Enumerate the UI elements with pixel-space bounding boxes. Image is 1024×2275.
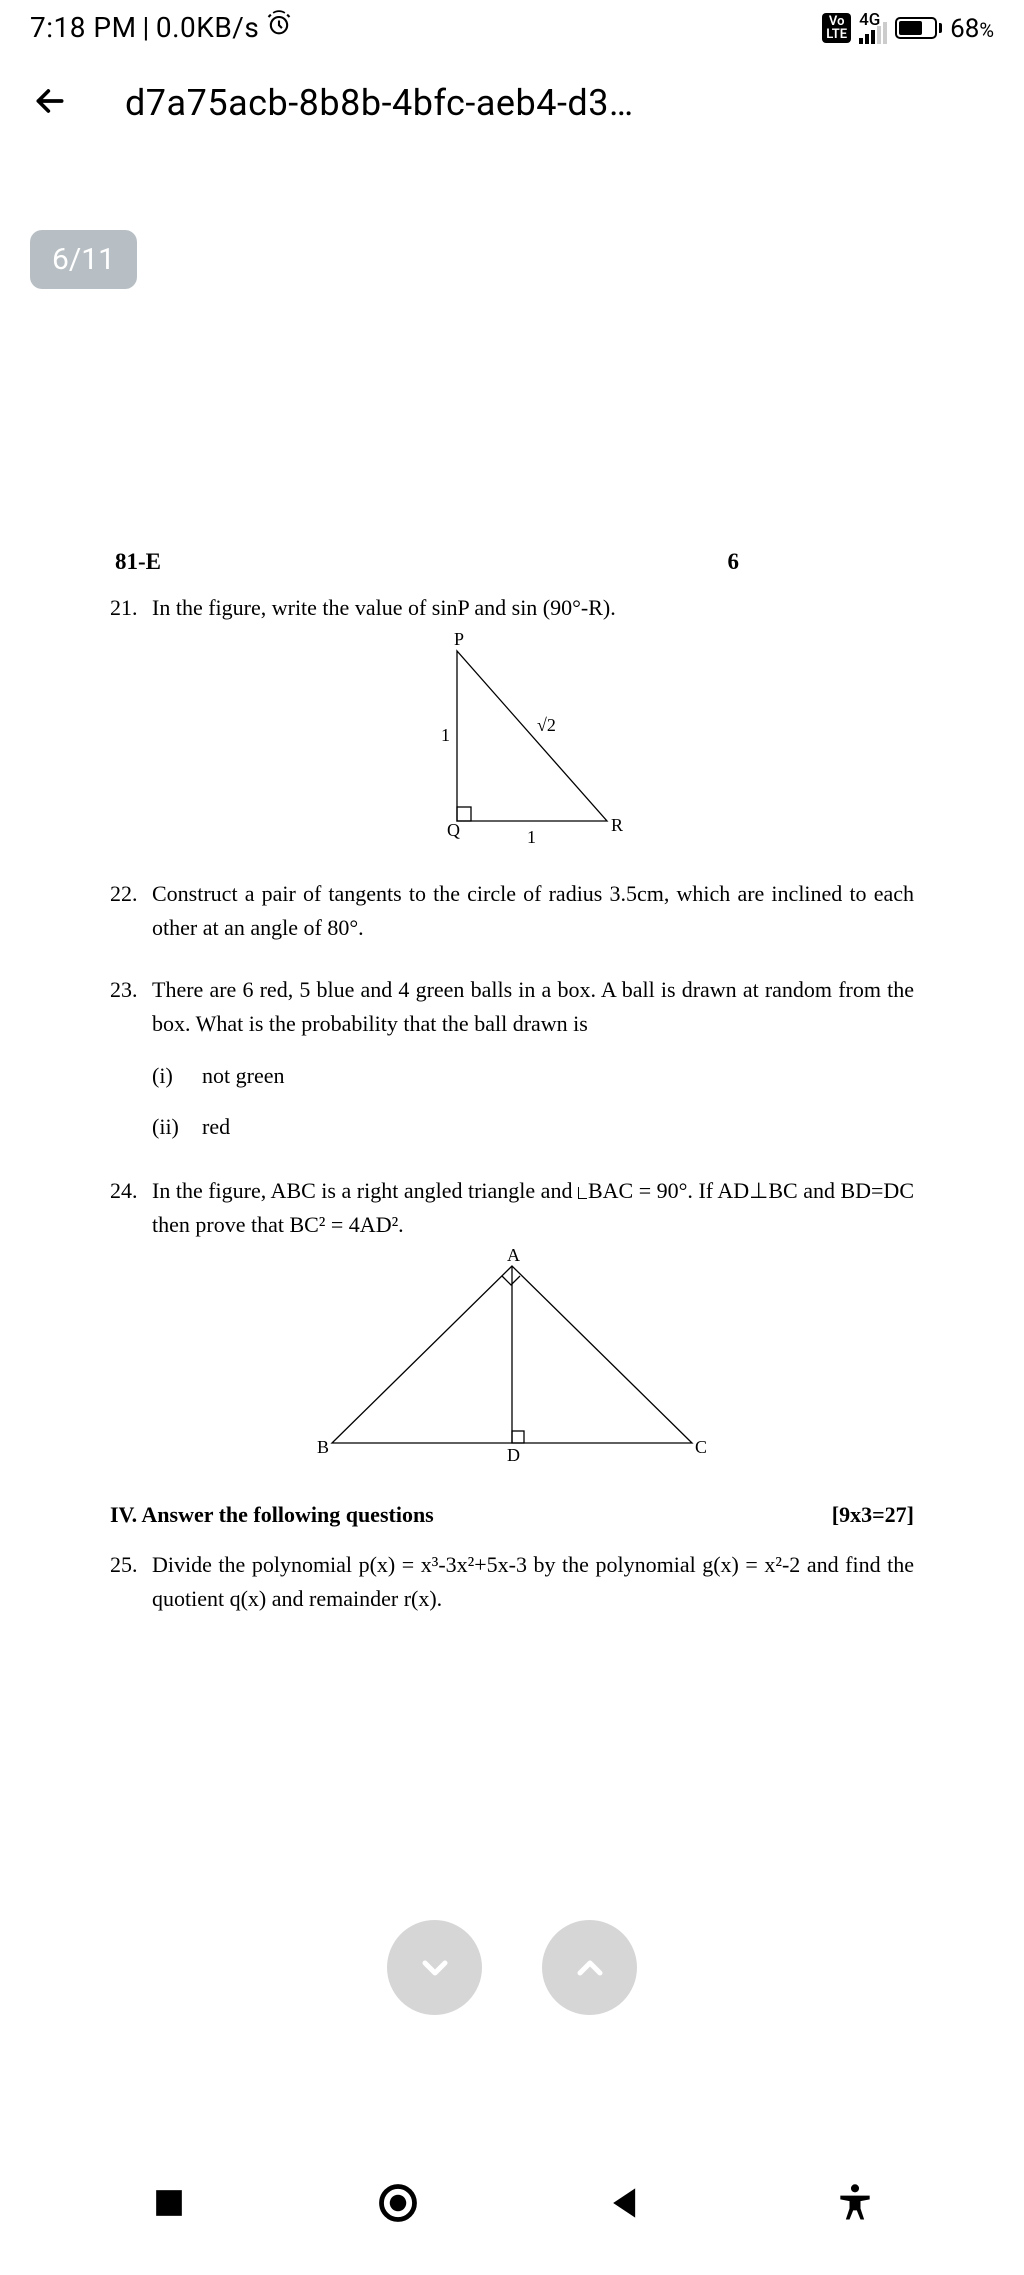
q23-text: There are 6 red, 5 blue and 4 green ball…: [152, 973, 914, 1041]
nav-home-button[interactable]: [376, 2181, 420, 2229]
q21-text: In the figure, write the value of sinP a…: [152, 591, 914, 625]
page-nav-buttons: [0, 1920, 1024, 2015]
svg-text:√2: √2: [537, 715, 556, 735]
exam-code: 81-E: [115, 549, 161, 575]
q21-number: 21.: [110, 591, 152, 625]
status-right: Vo LTE 4G 68%: [822, 11, 994, 44]
svg-text:A: A: [507, 1248, 520, 1265]
question-22: 22. Construct a pair of tangents to the …: [110, 877, 914, 945]
battery-pct-value: 68: [950, 14, 979, 44]
battery-percentage: 68%: [950, 11, 994, 44]
svg-text:B: B: [317, 1437, 329, 1457]
doc-header: 81-E 6: [110, 549, 914, 575]
doc-page-number: 6: [728, 549, 740, 575]
svg-text:R: R: [611, 815, 623, 835]
q24-bac: BAC: [588, 1178, 633, 1203]
q23-i-text: not green: [202, 1059, 284, 1093]
svg-text:1: 1: [527, 827, 536, 847]
q24-text-a: In the figure, ABC is a right angled tri…: [152, 1178, 578, 1203]
q25-text: Divide the polynomial p(x) = x³-3x²+5x-3…: [152, 1548, 914, 1616]
q23-ii-num: (ii): [152, 1110, 202, 1144]
question-21: 21. In the figure, write the value of si…: [110, 591, 914, 861]
volte-badge: Vo LTE: [822, 13, 851, 43]
svg-text:1: 1: [441, 725, 450, 745]
svg-text:D: D: [507, 1445, 520, 1465]
question-23: 23. There are 6 red, 5 blue and 4 green …: [110, 973, 914, 1143]
status-time: 7:18 PM: [30, 11, 137, 44]
q24-triangle-diagram: A B C D: [302, 1248, 722, 1468]
section-iv-marks: [9x3=27]: [832, 1502, 914, 1528]
back-button[interactable]: [30, 81, 70, 125]
battery-icon: [895, 17, 942, 39]
system-nav-bar: [0, 2135, 1024, 2275]
q21-triangle-diagram: P Q R 1 1 √2: [397, 631, 627, 861]
q23-option-ii: (ii) red: [110, 1110, 914, 1144]
q24-number: 24.: [110, 1174, 152, 1242]
nav-accessibility-button[interactable]: [833, 2181, 877, 2229]
q25-number: 25.: [110, 1548, 152, 1616]
document-page: 81-E 6 21. In the figure, write the valu…: [0, 289, 1024, 1616]
page-down-button[interactable]: [387, 1920, 482, 2015]
page-up-button[interactable]: [542, 1920, 637, 2015]
svg-text:Q: Q: [447, 820, 460, 840]
network-indicator: 4G: [859, 12, 887, 44]
question-24: 24. In the figure, ABC is a right angled…: [110, 1174, 914, 1468]
section-iv-header: IV. Answer the following questions [9x3=…: [110, 1502, 914, 1528]
alarm-icon: [265, 10, 293, 45]
svg-text:P: P: [454, 631, 464, 649]
status-separator: |: [143, 11, 150, 44]
signal-bars-icon: [859, 29, 887, 44]
status-left: 7:18 PM | 0.0KB/s: [30, 10, 293, 45]
percent-sign: %: [979, 18, 994, 42]
battery-fill: [899, 21, 922, 35]
angle-symbol: [578, 1187, 587, 1199]
nav-recent-button[interactable]: [147, 2181, 191, 2229]
document-title: d7a75acb-8b8b-4bfc-aeb4-d3…: [125, 82, 634, 124]
page-indicator-badge: 6/11: [30, 230, 137, 289]
nav-back-button[interactable]: [604, 2181, 648, 2229]
question-25: 25. Divide the polynomial p(x) = x³-3x²+…: [110, 1548, 914, 1616]
app-header: d7a75acb-8b8b-4bfc-aeb4-d3…: [0, 55, 1024, 150]
status-speed: 0.0KB/s: [156, 11, 259, 44]
q24-text: In the figure, ABC is a right angled tri…: [152, 1174, 914, 1242]
status-bar: 7:18 PM | 0.0KB/s Vo LTE 4G 68%: [0, 0, 1024, 55]
q23-i-num: (i): [152, 1059, 202, 1093]
q23-number: 23.: [110, 973, 152, 1041]
q22-number: 22.: [110, 877, 152, 945]
svg-text:C: C: [695, 1437, 707, 1457]
q23-ii-text: red: [202, 1110, 230, 1144]
q22-text: Construct a pair of tangents to the circ…: [152, 877, 914, 945]
section-iv-title: IV. Answer the following questions: [110, 1502, 434, 1528]
q23-option-i: (i) not green: [110, 1059, 914, 1093]
